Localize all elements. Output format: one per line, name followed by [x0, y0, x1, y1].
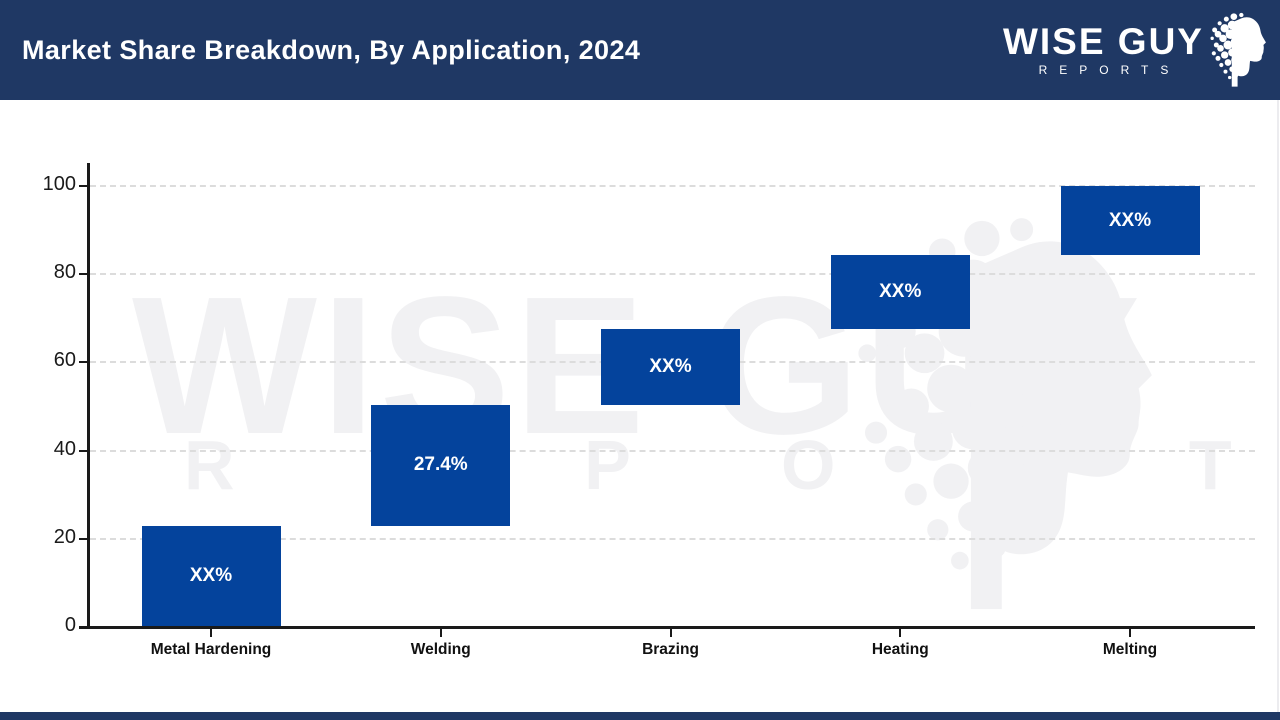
- bar-value-label-5: XX%: [1108, 209, 1152, 231]
- category-label-2: Welding: [410, 641, 471, 658]
- y-axis-line: [87, 163, 90, 629]
- gridline-80: [90, 273, 1255, 276]
- y-tick-label-100: 100: [42, 173, 76, 195]
- waterfall-bar-4: XX%: [830, 255, 970, 330]
- header-bar: Market Share Breakdown, By Application, …: [0, 0, 1280, 100]
- gridline-40: [90, 449, 1255, 452]
- x-axis-line: [79, 626, 1255, 629]
- category-label-5: Melting: [1102, 641, 1158, 658]
- y-tick-label-40: 40: [53, 437, 76, 460]
- waterfall-bar-3: XX%: [601, 329, 740, 405]
- bar-value-label-3: XX%: [649, 356, 692, 378]
- bar-value-label-1: XX%: [189, 565, 233, 587]
- right-edge-border: [1277, 100, 1279, 712]
- y-tick-60: [79, 361, 88, 364]
- y-tick-20: [79, 537, 88, 540]
- gridline-20: [90, 537, 1255, 540]
- y-tick-40: [79, 449, 88, 452]
- category-label-3: Brazing: [642, 641, 699, 658]
- waterfall-bar-2: 27.4%: [371, 404, 511, 526]
- y-tick-label-80: 80: [53, 261, 76, 284]
- waterfall-bar-1: XX%: [141, 525, 281, 627]
- x-tick-4: [899, 629, 902, 637]
- footer-bar: [0, 712, 1280, 720]
- x-tick-5: [1129, 629, 1131, 637]
- bar-value-label-2: 27.4%: [413, 454, 468, 476]
- y-tick-80: [79, 273, 88, 276]
- x-tick-3: [669, 629, 672, 637]
- y-tick-label-60: 60: [53, 349, 76, 372]
- wiseguy-logo: WISE GUY REPORTS: [1003, 9, 1268, 91]
- y-tick-label-0: 0: [64, 614, 76, 636]
- category-label-1: Metal Hardening: [150, 641, 272, 658]
- bar-value-label-4: XX%: [879, 281, 922, 303]
- page-title: Market Share Breakdown, By Application, …: [22, 34, 641, 65]
- logo-wordmark: WISE GUY: [1002, 21, 1204, 62]
- x-tick-1: [210, 629, 212, 637]
- waterfall-bar-5: XX%: [1060, 186, 1200, 256]
- x-tick-2: [439, 629, 442, 637]
- category-label-4: Heating: [871, 641, 929, 658]
- gridline-100: [90, 185, 1255, 187]
- logo-text: WISE GUY REPORTS: [1003, 23, 1204, 77]
- y-tick-label-20: 20: [53, 525, 76, 548]
- logo-subtitle: REPORTS: [1038, 63, 1181, 77]
- y-tick-100: [79, 185, 88, 187]
- logo-face-icon: [1210, 12, 1266, 87]
